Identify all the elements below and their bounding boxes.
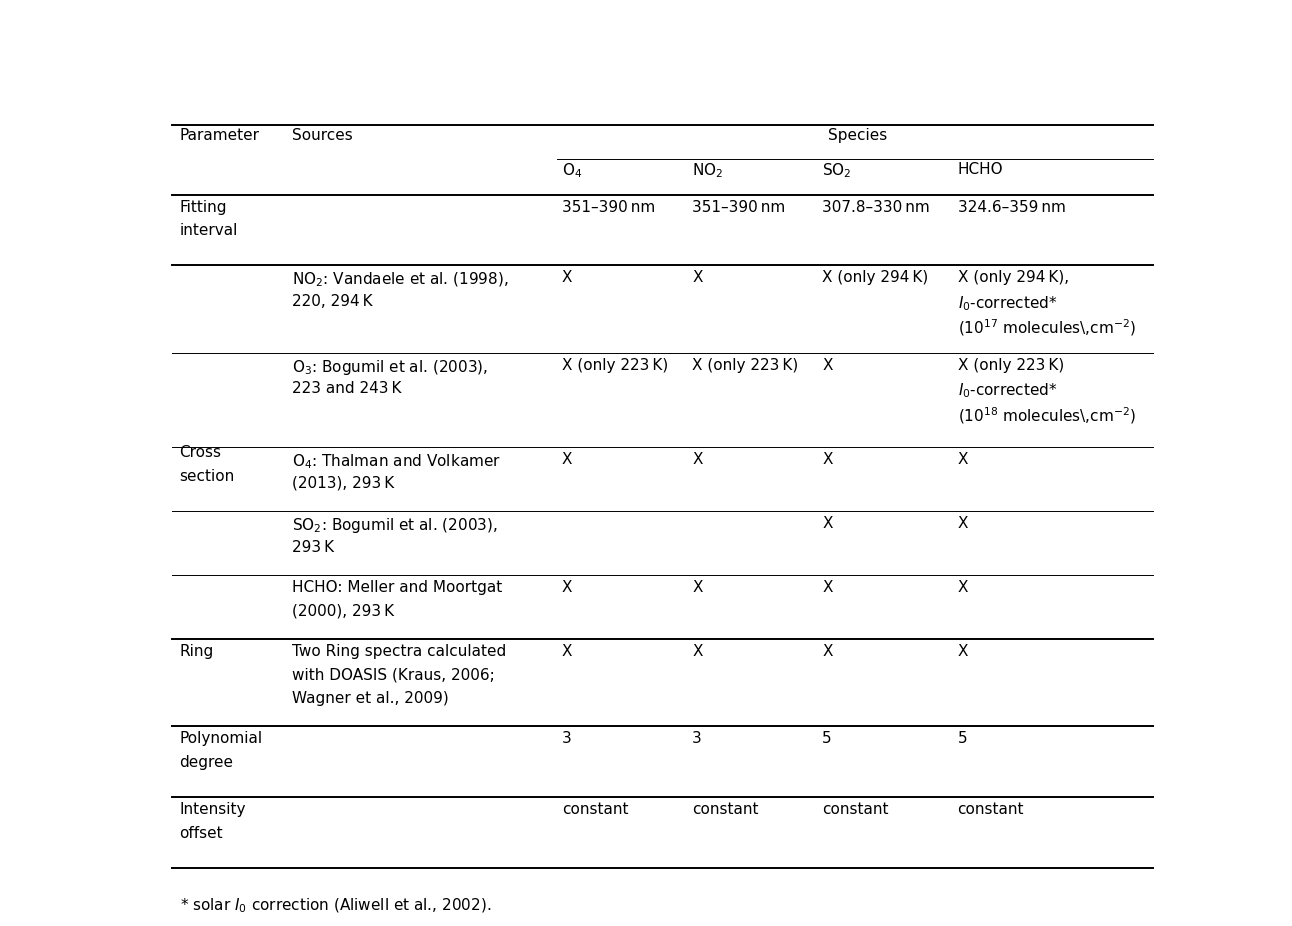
Text: X (only 294 K): X (only 294 K) bbox=[822, 270, 929, 285]
Text: HCHO: HCHO bbox=[957, 162, 1003, 177]
Text: X: X bbox=[822, 357, 833, 373]
Text: 5: 5 bbox=[957, 732, 968, 746]
Text: X (only 223 K): X (only 223 K) bbox=[693, 357, 798, 373]
Text: Two Ring spectra calculated: Two Ring spectra calculated bbox=[292, 644, 506, 659]
Text: constant: constant bbox=[957, 802, 1025, 817]
Text: Cross: Cross bbox=[180, 445, 221, 460]
Text: Species: Species bbox=[828, 128, 888, 144]
Text: 3: 3 bbox=[562, 732, 572, 746]
Text: 307.8–330 nm: 307.8–330 nm bbox=[822, 200, 930, 215]
Text: X: X bbox=[562, 453, 572, 468]
Text: X: X bbox=[693, 644, 703, 659]
Text: 220, 294 K: 220, 294 K bbox=[292, 294, 372, 309]
Text: X: X bbox=[822, 580, 833, 595]
Text: X (only 223 K): X (only 223 K) bbox=[562, 357, 668, 373]
Text: O$_3$: Bogumil et al. (2003),: O$_3$: Bogumil et al. (2003), bbox=[292, 357, 488, 377]
Text: O$_4$: Thalman and Volkamer: O$_4$: Thalman and Volkamer bbox=[292, 453, 500, 471]
Text: X: X bbox=[822, 644, 833, 659]
Text: X (only 294 K),: X (only 294 K), bbox=[957, 270, 1068, 285]
Text: Sources: Sources bbox=[292, 128, 353, 144]
Text: X: X bbox=[562, 644, 572, 659]
Text: X: X bbox=[957, 580, 968, 595]
Text: O$_4$: O$_4$ bbox=[562, 162, 583, 181]
Text: Parameter: Parameter bbox=[180, 128, 260, 144]
Text: offset: offset bbox=[180, 826, 224, 841]
Text: Fitting: Fitting bbox=[180, 200, 227, 215]
Text: HCHO: Meller and Moortgat: HCHO: Meller and Moortgat bbox=[292, 580, 501, 595]
Text: X: X bbox=[693, 270, 703, 285]
Text: Ring: Ring bbox=[180, 644, 213, 659]
Text: (2000), 293 K: (2000), 293 K bbox=[292, 604, 394, 619]
Text: X: X bbox=[822, 517, 833, 532]
Text: X: X bbox=[693, 453, 703, 468]
Text: X: X bbox=[562, 270, 572, 285]
Text: X: X bbox=[957, 453, 968, 468]
Text: NO$_2$: Vandaele et al. (1998),: NO$_2$: Vandaele et al. (1998), bbox=[292, 270, 508, 289]
Text: 351–390 nm: 351–390 nm bbox=[562, 200, 655, 215]
Text: Wagner et al., 2009): Wagner et al., 2009) bbox=[292, 691, 448, 706]
Text: $I_0$-corrected*: $I_0$-corrected* bbox=[957, 382, 1057, 400]
Text: 3: 3 bbox=[693, 732, 702, 746]
Text: (2013), 293 K: (2013), 293 K bbox=[292, 476, 394, 491]
Text: X: X bbox=[957, 517, 968, 532]
Text: X (only 223 K): X (only 223 K) bbox=[957, 357, 1063, 373]
Text: 351–390 nm: 351–390 nm bbox=[693, 200, 786, 215]
Text: 324.6–359 nm: 324.6–359 nm bbox=[957, 200, 1066, 215]
Text: SO$_2$: Bogumil et al. (2003),: SO$_2$: Bogumil et al. (2003), bbox=[292, 517, 497, 535]
Text: * solar $I_0$ correction (Aliwell et al., 2002).: * solar $I_0$ correction (Aliwell et al.… bbox=[180, 896, 491, 915]
Text: X: X bbox=[822, 453, 833, 468]
Text: degree: degree bbox=[180, 755, 234, 770]
Text: constant: constant bbox=[562, 802, 628, 817]
Text: SO$_2$: SO$_2$ bbox=[822, 162, 851, 181]
Text: X: X bbox=[562, 580, 572, 595]
Text: constant: constant bbox=[693, 802, 758, 817]
Text: (10$^{17}$ molecules\,cm$^{-2}$): (10$^{17}$ molecules\,cm$^{-2}$) bbox=[957, 318, 1136, 338]
Text: Intensity: Intensity bbox=[180, 802, 245, 817]
Text: 223 and 243 K: 223 and 243 K bbox=[292, 382, 402, 396]
Text: with DOASIS (Kraus, 2006;: with DOASIS (Kraus, 2006; bbox=[292, 668, 495, 682]
Text: 293 K: 293 K bbox=[292, 540, 333, 555]
Text: $I_0$-corrected*: $I_0$-corrected* bbox=[957, 294, 1057, 313]
Text: (10$^{18}$ molecules\,cm$^{-2}$): (10$^{18}$ molecules\,cm$^{-2}$) bbox=[957, 405, 1136, 426]
Text: X: X bbox=[957, 644, 968, 659]
Text: NO$_2$: NO$_2$ bbox=[693, 162, 724, 181]
Text: X: X bbox=[693, 580, 703, 595]
Text: constant: constant bbox=[822, 802, 889, 817]
Text: Polynomial: Polynomial bbox=[180, 732, 262, 746]
Text: interval: interval bbox=[180, 223, 238, 238]
Text: 5: 5 bbox=[822, 732, 832, 746]
Text: section: section bbox=[180, 469, 235, 483]
